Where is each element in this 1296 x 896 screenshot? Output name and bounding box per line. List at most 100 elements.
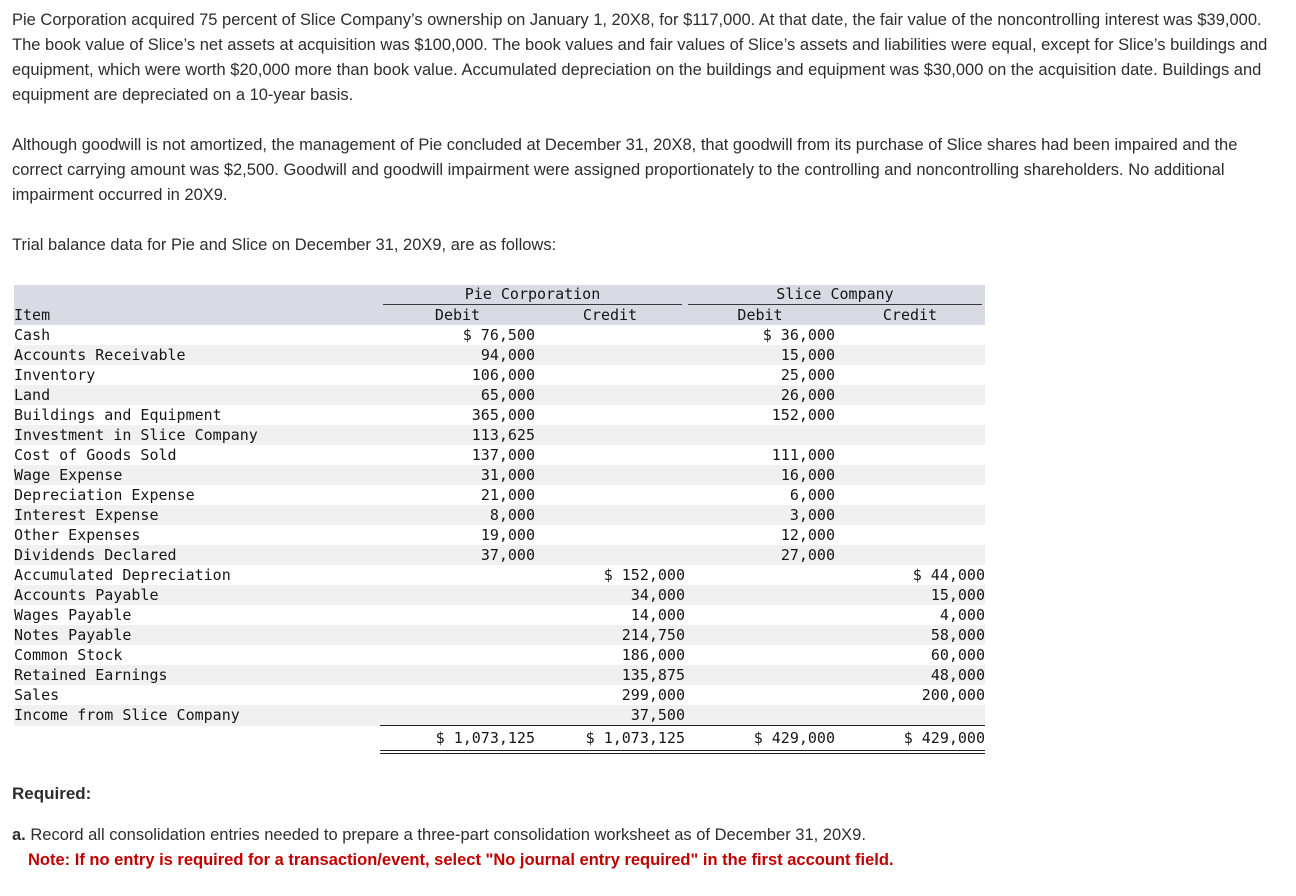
value-cell: 48,000 [930,666,985,684]
total-slice-credit: $ 429,000 [835,725,985,754]
item-label: Cost of Goods Sold [14,446,177,464]
item-label: Depreciation Expense [14,486,195,504]
col-header-pie-credit: Credit [535,305,685,325]
group-header-pie-label: Pie Corporation [383,285,682,305]
item-label: Notes Payable [14,626,132,644]
table-row: Accounts Receivable 94,000 15,000 [14,345,985,365]
value-cell: 15,000 [780,346,835,364]
value-cell [835,405,985,425]
item-label: Buildings and Equipment [14,406,222,424]
value-cell [835,445,985,465]
value-cell [835,525,985,545]
item-label: Wages Payable [14,606,132,624]
value-cell [685,565,835,585]
value-cell: 111,000 [771,446,835,464]
value-cell: 6,000 [789,486,835,504]
value-cell [685,585,835,605]
table-row: Common Stock 186,000 60,000 [14,645,985,665]
item-label: Wage Expense [14,466,123,484]
requirement-a-letter: a. [12,826,26,844]
value-cell: $ 44,000 [912,566,985,584]
value-cell: 299,000 [621,686,685,704]
value-cell: 58,000 [930,626,985,644]
value-cell: 65,000 [480,386,535,404]
item-label: Inventory [14,366,96,384]
item-label: Investment in Slice Company [14,426,258,444]
intro-paragraph-1: Pie Corporation acquired 75 percent of S… [12,11,1268,104]
value-cell [535,465,685,485]
value-cell: 27,000 [780,546,835,564]
value-cell: 106,000 [471,366,535,384]
value-cell [380,565,535,585]
table-row: Accounts Payable 34,000 15,000 [14,585,985,605]
col-header-slice-credit: Credit [835,305,985,325]
col-header-item: Item [14,305,380,325]
value-cell [835,385,985,405]
value-cell [835,485,985,505]
table-row: Wage Expense 31,000 16,000 [14,465,985,485]
value-cell: 37,500 [630,706,685,724]
table-row: Sales 299,000 200,000 [14,685,985,705]
intro-paragraph-3: Trial balance data for Pie and Slice on … [12,236,557,254]
item-label: Dividends Declared [14,546,177,564]
value-cell: 34,000 [630,586,685,604]
table-group-header-row: Pie Corporation Slice Company [14,285,985,305]
value-cell [835,505,985,525]
value-cell [535,345,685,365]
col-header-pie-debit: Debit [380,305,535,325]
table-row: Interest Expense 8,000 3,000 [14,505,985,525]
table-row: Accumulated Depreciation $ 152,000 $ 44,00… [14,565,985,585]
table-row: Investment in Slice Company 113,625 [14,425,985,445]
value-cell: 31,000 [480,466,535,484]
value-cell: 12,000 [780,526,835,544]
value-cell: 8,000 [489,506,535,524]
item-label: Sales [14,686,60,704]
item-label: Common Stock [14,646,123,664]
value-cell: 137,000 [471,446,535,464]
item-label: Accounts Payable [14,586,159,604]
value-cell: 135,875 [621,666,685,684]
value-cell: 37,000 [480,546,535,564]
group-header-pie: Pie Corporation [380,285,685,305]
value-cell: 214,750 [621,626,685,644]
value-cell [685,685,835,705]
value-cell [535,405,685,425]
value-cell [685,645,835,665]
totals-spacer [14,726,380,753]
item-label: Interest Expense [14,506,159,524]
value-cell: $ 76,500 [462,326,535,344]
total-pie-credit: $ 1,073,125 [535,725,685,754]
value-cell: 14,000 [630,606,685,624]
group-header-spacer [14,285,380,305]
table-column-header-row: Item Debit Credit Debit Credit [14,305,985,325]
value-cell [380,585,535,605]
value-cell: $ 152,000 [603,566,685,584]
total-slice-debit: $ 429,000 [685,725,835,754]
table-row: Dividends Declared 37,000 27,000 [14,545,985,565]
value-cell [685,425,835,445]
value-cell [380,625,535,645]
item-label: Accumulated Depreciation [14,566,231,584]
requirement-a: a. Record all consolidation entries need… [12,823,1284,847]
value-cell: 19,000 [480,526,535,544]
table-row: Income from Slice Company 37,500 [14,705,985,726]
table-row: Inventory 106,000 25,000 [14,365,985,385]
value-cell [835,545,985,565]
item-label: Other Expenses [14,526,141,544]
value-cell [685,625,835,645]
value-cell [535,445,685,465]
value-cell: 113,625 [471,426,535,444]
value-cell [835,365,985,385]
requirement-a-text: Record all consolidation entries needed … [25,826,866,844]
value-cell [535,525,685,545]
table-row: Buildings and Equipment 365,000 152,000 [14,405,985,425]
value-cell: 152,000 [771,406,835,424]
item-label: Land [14,386,51,404]
value-cell [685,605,835,625]
value-cell: $ 36,000 [762,326,835,344]
value-cell [535,425,685,445]
table-row: Depreciation Expense 21,000 6,000 [14,485,985,505]
value-cell [380,685,535,705]
value-cell [835,465,985,485]
